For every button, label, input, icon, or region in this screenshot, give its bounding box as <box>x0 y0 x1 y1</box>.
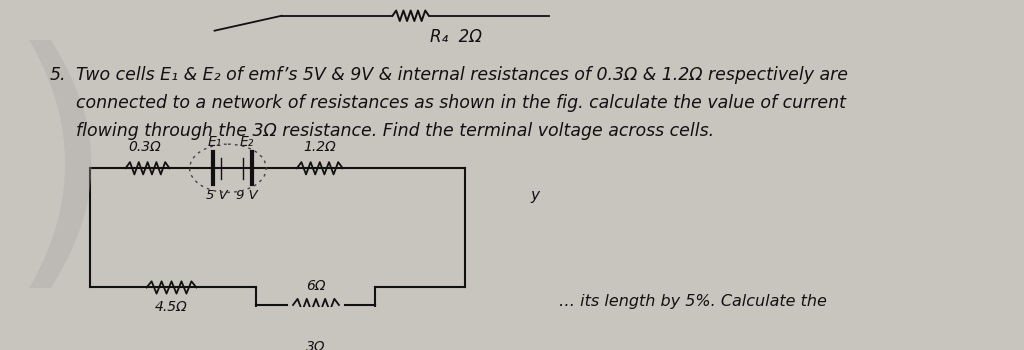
Text: 0.3Ω: 0.3Ω <box>128 140 161 154</box>
Text: connected to a network of resistances as shown in the fig. calculate the value o: connected to a network of resistances as… <box>76 94 846 112</box>
Text: flowing through the 3Ω resistance. Find the terminal voltage across cells.: flowing through the 3Ω resistance. Find … <box>76 122 714 140</box>
Text: E₁: E₁ <box>208 135 222 149</box>
Text: Two cells E₁ & E₂ of emf’s 5V & 9V & internal resistances of 0.3Ω & 1.2Ω respect: Two cells E₁ & E₂ of emf’s 5V & 9V & int… <box>76 66 848 84</box>
Text: 1.2Ω: 1.2Ω <box>303 140 336 154</box>
Text: 3Ω: 3Ω <box>306 340 326 350</box>
Text: 6Ω: 6Ω <box>306 279 326 293</box>
Text: 5 V: 5 V <box>206 189 227 202</box>
Text: y: y <box>530 188 540 203</box>
Text: 5.: 5. <box>50 66 67 84</box>
Text: ): ) <box>7 40 116 310</box>
Text: E₂: E₂ <box>240 135 254 149</box>
Text: 9 V: 9 V <box>237 189 258 202</box>
Text: R₄  2Ω: R₄ 2Ω <box>430 28 482 46</box>
Text: 4.5Ω: 4.5Ω <box>155 300 187 314</box>
Text: … its length by 5%. Calculate the: … its length by 5%. Calculate the <box>559 294 827 309</box>
